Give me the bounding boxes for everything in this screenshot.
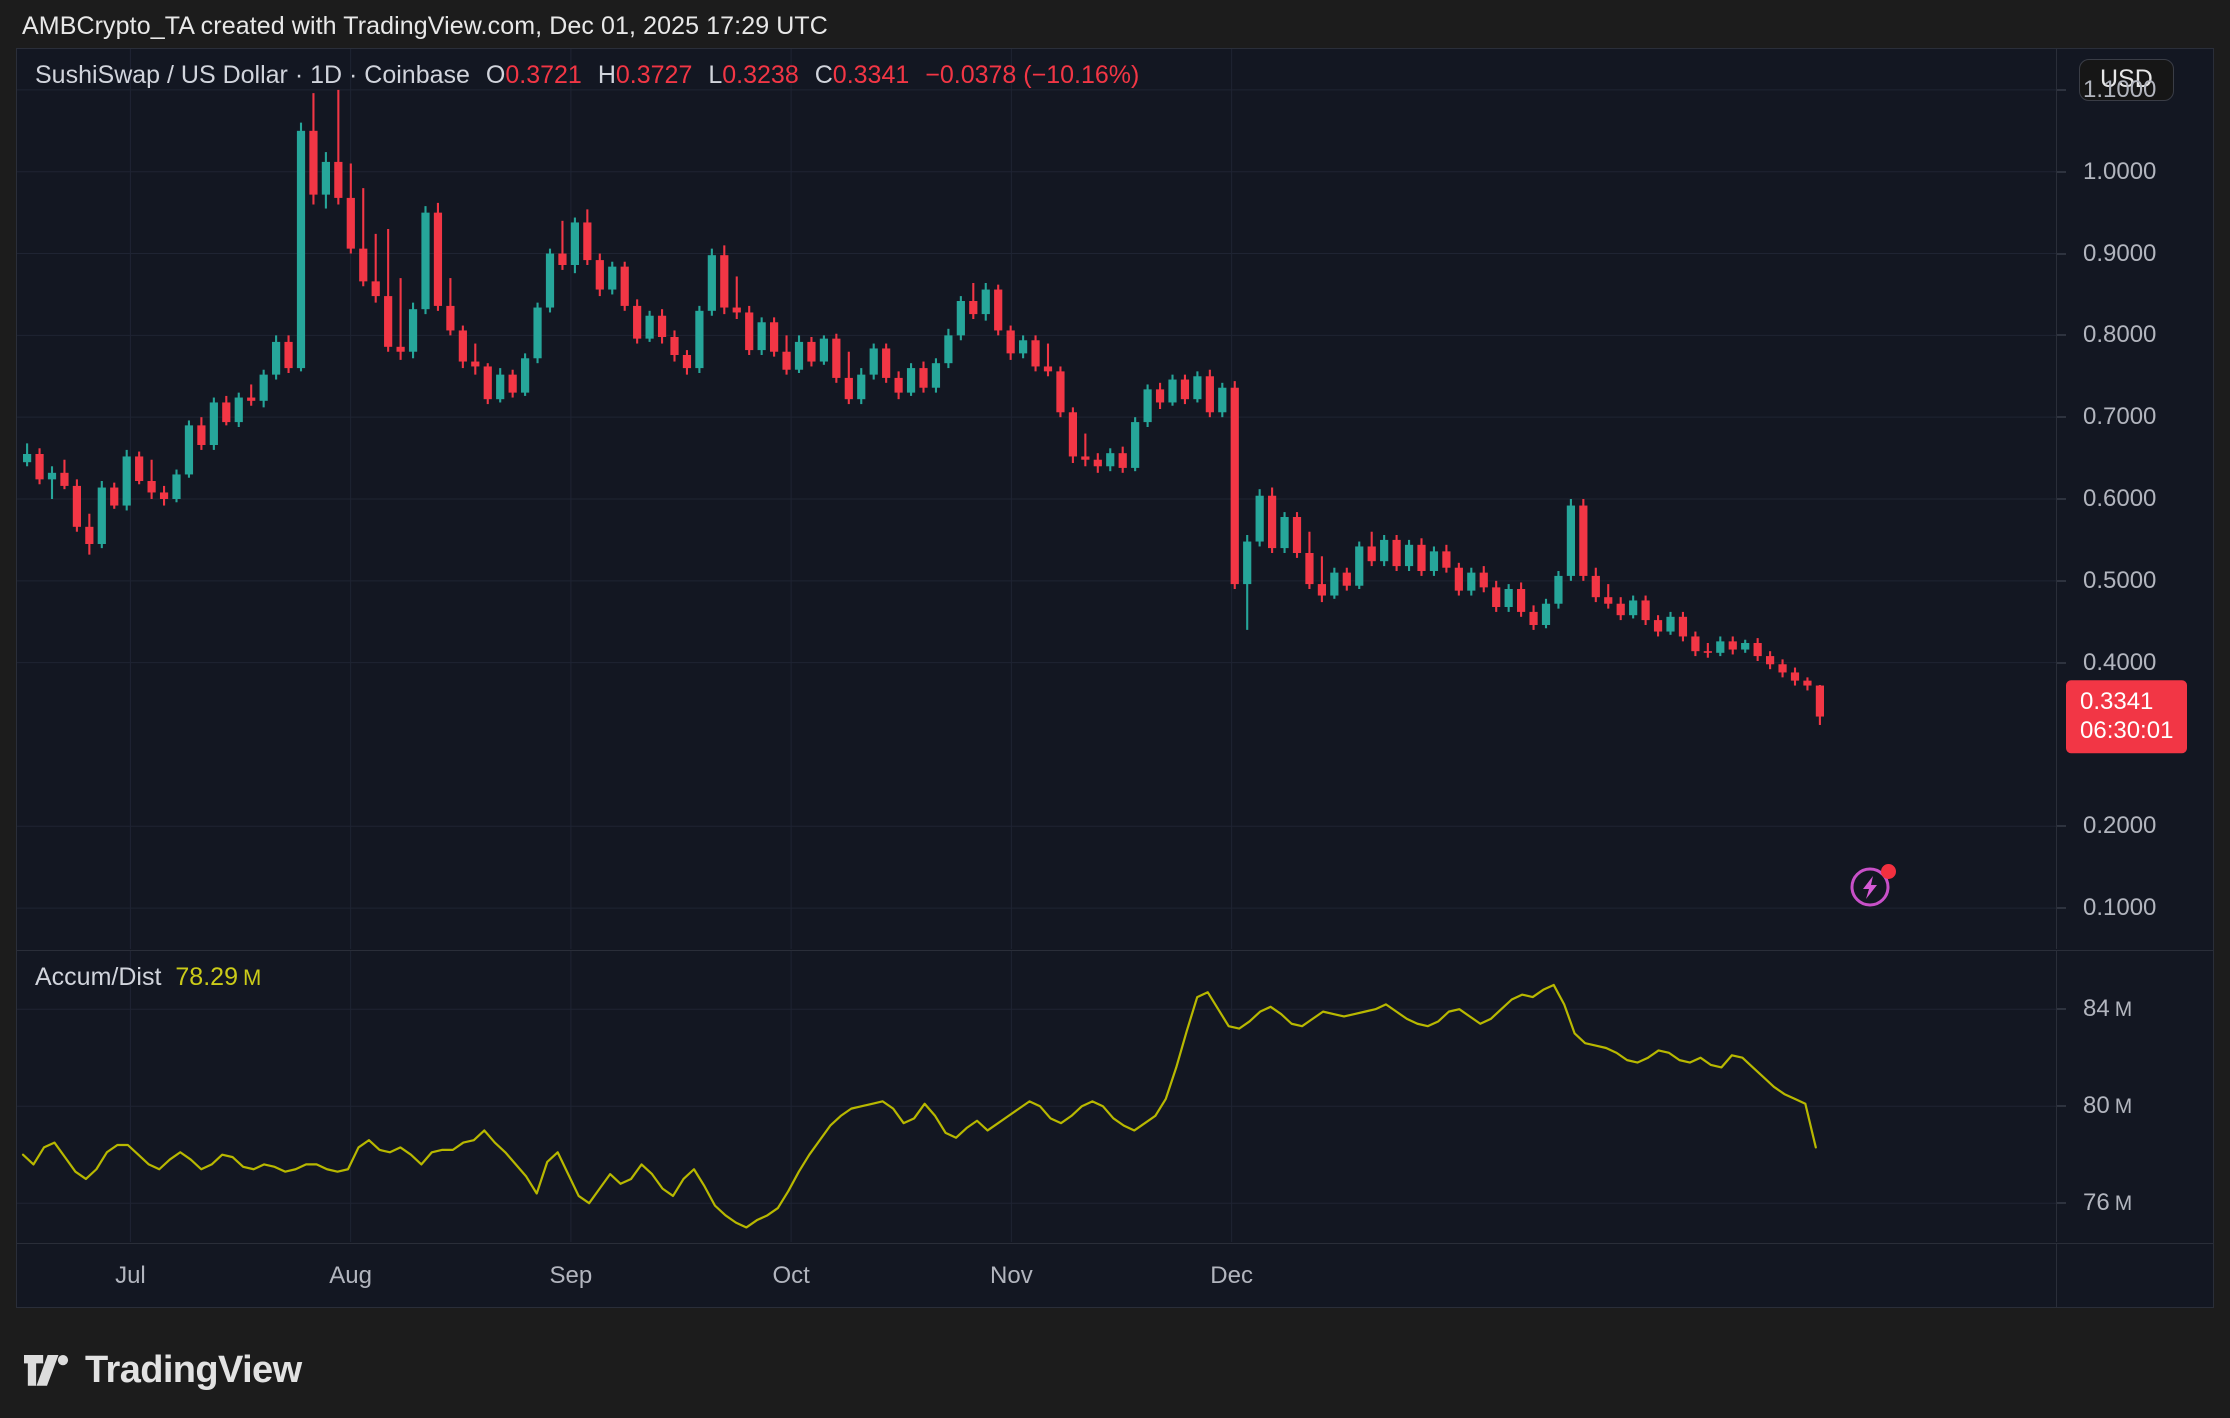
tradingview-wordmark: TradingView [85, 1349, 302, 1391]
price-tick-dash [2057, 171, 2066, 173]
indicator-tick-label: 80 M [2083, 1092, 2133, 1120]
time-tick-label: Aug [329, 1261, 372, 1289]
tradingview-logo: TradingView [24, 1349, 302, 1392]
price-tick-dash [2057, 662, 2066, 664]
price-tick-dash [2057, 825, 2066, 827]
attribution-text: AMBCrypto_TA created with TradingView.co… [22, 12, 828, 40]
time-tick-label: Oct [772, 1261, 810, 1289]
chart-frame: SushiSwap / US Dollar · 1D · Coinbase O0.… [16, 48, 2214, 1308]
price-tick-label: 1.0000 [2083, 157, 2157, 185]
time-tick-label: Jul [115, 1261, 146, 1289]
price-tick-label: 0.2000 [2083, 812, 2157, 840]
indicator-tick-dash [2057, 1105, 2066, 1107]
indicator-axis[interactable]: 84 M 80 M 76 M [2056, 951, 2213, 1242]
indicator-tick-dash [2057, 1008, 2066, 1010]
last-price-value: 0.3341 [2080, 687, 2154, 715]
price-tick-dash [2057, 498, 2066, 500]
accum-dist-line-series [21, 983, 1817, 1229]
price-tick-dash [2057, 907, 2066, 909]
time-tick-label: Nov [990, 1261, 1033, 1289]
lightning-badge-icon[interactable] [1848, 863, 1896, 911]
price-pane[interactable]: SushiSwap / US Dollar · 1D · Coinbase O0.… [17, 49, 2213, 949]
candlestick-series [23, 89, 1824, 725]
lightning-icon [1850, 867, 1890, 907]
indicator-pane[interactable]: Accum/Dist 78.29 M 84 M 80 M 76 M [17, 950, 2213, 1242]
time-axis-corner [2056, 1244, 2213, 1307]
price-tick-dash [2057, 334, 2066, 336]
indicator-gridlines [17, 951, 2057, 1242]
indicator-tick-label: 84 M [2083, 995, 2133, 1023]
time-axis[interactable]: Jul Aug Sep Oct Nov Dec [17, 1243, 2213, 1307]
tradingview-mark-icon [24, 1354, 69, 1386]
price-axis[interactable]: USD 1.1000 1.0000 0.9000 0.8000 0.7000 0.6000… [2056, 49, 2213, 949]
price-tick-label: 0.4000 [2083, 648, 2157, 676]
price-tick-dash [2057, 89, 2066, 91]
price-tick-dash [2057, 416, 2066, 418]
indicator-tick-label: 76 M [2083, 1189, 2133, 1217]
price-tick-label: 0.6000 [2083, 485, 2157, 512]
time-tick-label: Sep [549, 1261, 593, 1289]
price-tick-label: 0.7000 [2083, 403, 2157, 431]
countdown-value: 06:30:01 [2080, 717, 2174, 745]
last-price-tag: 0.3341 06:30:01 [2066, 679, 2188, 754]
indicator-plot-area[interactable] [17, 951, 2057, 1242]
price-tick-dash [2057, 580, 2066, 582]
price-tick-label: 1.1000 [2083, 75, 2157, 103]
time-tick-label: Dec [1210, 1261, 1253, 1289]
price-tick-label: 0.5000 [2083, 566, 2157, 594]
time-axis-labels: Jul Aug Sep Oct Nov Dec [17, 1244, 2057, 1307]
currency-badge[interactable]: USD [2079, 59, 2174, 101]
price-tick-dash [2057, 253, 2066, 255]
price-tick-label: 0.1000 [2083, 894, 2157, 922]
price-tick-label: 0.9000 [2083, 239, 2157, 267]
notification-dot-icon [1880, 863, 1896, 879]
price-tick-label: 0.8000 [2083, 321, 2157, 349]
price-plot-area[interactable] [17, 49, 2057, 949]
indicator-tick-dash [2057, 1202, 2066, 1204]
